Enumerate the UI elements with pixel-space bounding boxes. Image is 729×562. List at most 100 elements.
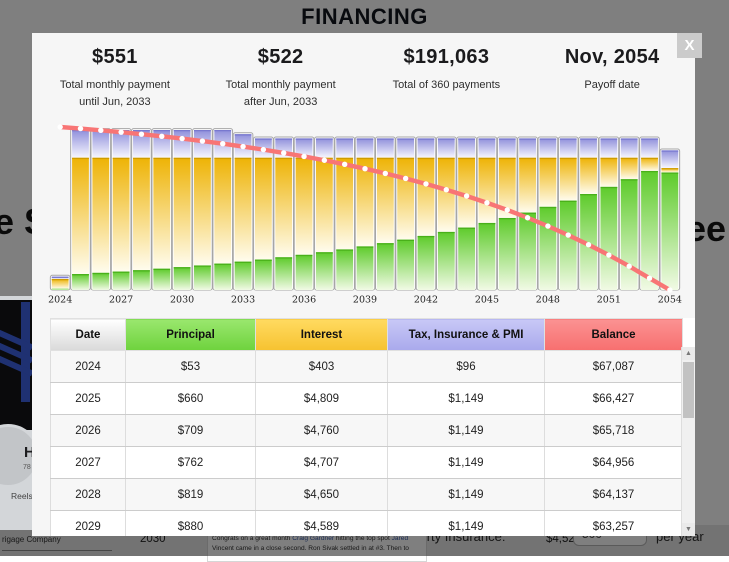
stat-sublabel: after Jun, 2033 [243, 95, 318, 108]
stat-label: Total of 360 payments [392, 79, 501, 91]
stat-payoff-date: Nov, 2054 Payoff date [529, 46, 695, 110]
stat-value: $522 [257, 46, 304, 68]
balance-line-marker [199, 138, 206, 144]
stat-label: Total monthly payment [59, 79, 170, 91]
balance-line-marker [626, 263, 632, 269]
table-cell: $67,087 [544, 350, 683, 383]
close-button[interactable]: X [677, 33, 702, 58]
balance-line-marker [118, 129, 124, 135]
balance-line-marker [463, 193, 470, 199]
balance-line-marker [98, 127, 104, 134]
x-axis-tick-label: 2054 [658, 295, 682, 306]
chart-bar [110, 128, 132, 291]
table-cell: $4,707 [255, 446, 388, 479]
amortization-table: Date Principal Interest Tax, Insurance & PM… [50, 318, 683, 536]
chart-bar [395, 136, 416, 291]
balance-line-marker [524, 215, 531, 221]
stat-value: $191,063 [403, 46, 490, 68]
amortization-chart: 2024 2027 2030 2033 2036 2039 2042 2045 2048 2051… [48, 124, 682, 306]
chart-bar [293, 136, 315, 291]
chart-bar [659, 148, 681, 291]
column-header: Balance [544, 318, 683, 351]
stat-total-payments: $191,063 Total of 360 payments [364, 46, 530, 110]
table-cell: $403 [255, 350, 388, 383]
page-name-fragment: H [24, 444, 35, 461]
table-cell: $64,137 [544, 478, 683, 511]
chart-bar [618, 136, 640, 291]
balance-line-marker [646, 275, 653, 281]
balance-line-marker [402, 175, 409, 182]
x-axis-tick-label: 2045 [475, 295, 499, 306]
stat-monthly-until: $551 Total monthly payment until Jun, 20… [32, 46, 198, 110]
table-cell: $1,149 [387, 382, 545, 415]
chart-bar [354, 136, 376, 291]
table-cell: 2028 [50, 478, 126, 511]
table-row: 2029 $880 $4,589 $1,149 $63,257 [50, 510, 683, 536]
chart-bar [456, 136, 477, 291]
chart-bar [415, 136, 437, 291]
x-axis-tick-label: 2033 [231, 295, 255, 306]
balance-line-marker [321, 157, 328, 163]
balance-line-marker [606, 252, 612, 258]
balance-line-marker [281, 150, 287, 156]
table-cell: $660 [125, 382, 256, 415]
chart-bar [334, 136, 355, 291]
balance-line-marker [260, 146, 267, 153]
balance-line-marker [484, 200, 490, 206]
balance-line-marker [504, 207, 510, 213]
table-cell: $66,427 [544, 382, 683, 415]
x-axis-tick-label: 2039 [353, 295, 377, 306]
stat-label: Payoff date [584, 79, 640, 91]
x-axis-tick-label: 2030 [170, 295, 194, 306]
balance-line-marker [220, 141, 226, 147]
balance-line-marker [301, 153, 307, 160]
x-axis-tick-label: 2042 [414, 295, 438, 306]
table-row: 2024 $53 $403 $96 $67,087 [50, 350, 683, 383]
balance-line-marker [423, 181, 429, 187]
chart-bar [557, 136, 579, 291]
chart-bar [375, 136, 396, 291]
balance-line-marker [179, 135, 185, 142]
chart-bar [314, 136, 335, 291]
scrollbar-thumb[interactable] [683, 362, 694, 418]
followers-fragment: 78 [23, 464, 31, 471]
chart-bar [253, 136, 274, 291]
table-row: 2027 $762 $4,707 $1,149 $64,956 [50, 446, 683, 479]
table-scrollbar[interactable]: ▲ ▼ [681, 347, 695, 536]
chart-bar [151, 128, 173, 291]
table-cell: $4,650 [255, 478, 388, 511]
balance-line-marker [545, 223, 551, 229]
table-cell: $880 [125, 510, 256, 536]
table-cell: $4,589 [255, 510, 388, 536]
table-cell: $1,149 [387, 478, 545, 511]
logo-shape [21, 302, 30, 402]
table-cell: $64,956 [544, 446, 683, 479]
scroll-down-icon[interactable]: ▼ [682, 523, 695, 536]
chart-bar [49, 274, 71, 291]
balance-line-marker [240, 143, 246, 150]
stat-label: Total monthly payment [225, 79, 336, 91]
chart-bar [232, 132, 254, 291]
chart-bar [476, 136, 498, 291]
table-cell: $65,718 [544, 414, 683, 447]
table-cell: 2026 [50, 414, 126, 447]
x-axis-tick-label: 2051 [597, 295, 621, 306]
chart-bar [517, 136, 538, 291]
table-cell: $1,149 [387, 414, 545, 447]
tab-reels[interactable]: Reels [11, 491, 33, 501]
scroll-up-icon[interactable]: ▲ [682, 347, 695, 360]
table-row: 2025 $660 $4,809 $1,149 $66,427 [50, 382, 683, 415]
chart-bar [639, 136, 660, 291]
column-header: Tax, Insurance & PMI [387, 318, 545, 351]
table-cell: $4,760 [255, 414, 388, 447]
table-cell: 2024 [50, 350, 126, 383]
table-row: 2028 $819 $4,650 $1,149 $64,137 [50, 478, 683, 511]
chart-bar [537, 136, 559, 291]
balance-line-marker [138, 131, 145, 137]
balance-line-marker [362, 165, 368, 172]
stat-sublabel: until Jun, 2033 [79, 95, 151, 108]
financing-modal: X $551 Total monthly payment until Jun, … [32, 33, 702, 536]
table-cell: $819 [125, 478, 256, 511]
column-header: Interest [255, 318, 388, 351]
table-cell: 2029 [50, 510, 126, 536]
